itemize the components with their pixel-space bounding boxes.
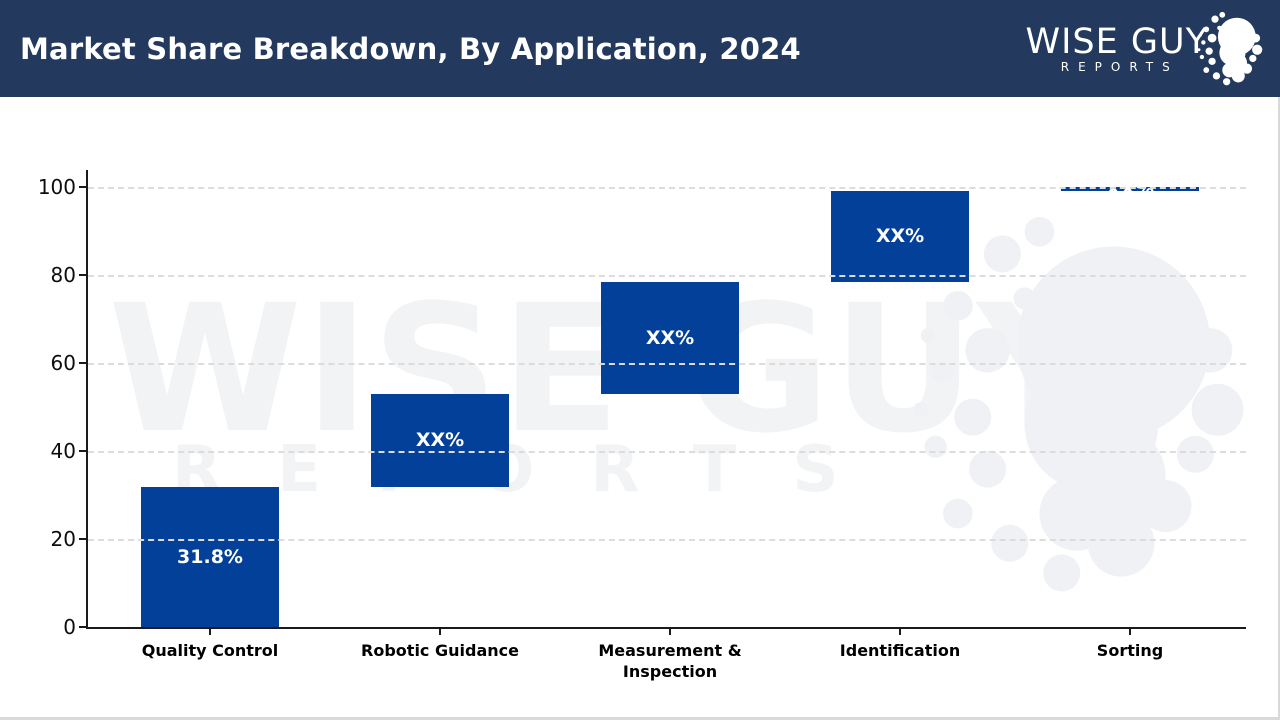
gridline-60 xyxy=(88,363,1246,365)
bar-4: XX% xyxy=(831,191,969,282)
bar-value-label: XX% xyxy=(1106,187,1154,191)
x-tick-mark xyxy=(209,629,211,635)
bar-value-label: XX% xyxy=(645,326,695,349)
y-tick-mark xyxy=(79,538,86,540)
gridline-80 xyxy=(88,275,1246,277)
y-axis-line xyxy=(86,170,88,629)
page-bottom-border xyxy=(0,717,1280,720)
y-tick-label: 80 xyxy=(50,263,76,287)
y-tick-label: 40 xyxy=(50,439,76,463)
gridline-40 xyxy=(88,451,1246,453)
x-category-label: Identification xyxy=(839,641,961,660)
brand-logo: WISE GUY REPORTS xyxy=(1025,8,1270,90)
bar-5: XX% xyxy=(1061,187,1199,192)
bar-value-label: XX% xyxy=(875,225,925,248)
x-category-label: Measurement & Inspection xyxy=(598,641,742,681)
app-header: Market Share Breakdown, By Application, … xyxy=(0,0,1280,97)
y-tick-mark xyxy=(79,450,86,452)
y-tick-mark xyxy=(79,362,86,364)
y-tick-label: 60 xyxy=(50,351,76,375)
x-axis-line xyxy=(86,627,1246,629)
x-category-label: Robotic Guidance xyxy=(361,641,519,660)
brand-logo-text: WISE GUY REPORTS xyxy=(1025,21,1208,75)
page-right-border xyxy=(1278,97,1280,720)
page-title: Market Share Breakdown, By Application, … xyxy=(20,31,801,66)
brand-subname: REPORTS xyxy=(1060,60,1179,75)
bar-1: 31.8% xyxy=(141,487,279,627)
gridline-20 xyxy=(88,539,1246,541)
bar-value-label: 31.8% xyxy=(177,546,243,569)
brand-name: WISE GUY xyxy=(1025,21,1208,62)
x-tick-mark xyxy=(899,629,901,635)
y-tick-mark xyxy=(79,626,86,628)
y-tick-label: 0 xyxy=(63,615,76,639)
x-category-label: Sorting xyxy=(1096,641,1164,660)
gridline-100 xyxy=(88,187,1246,189)
bar-3: XX% xyxy=(601,281,739,394)
y-tick-label: 20 xyxy=(50,527,76,551)
chart-plot-area: 0 20 40 60 80 100 31.8% Quality Control XX% Robot… xyxy=(0,97,1280,717)
y-tick-mark xyxy=(79,274,86,276)
bar-value-label: XX% xyxy=(415,429,465,452)
y-tick-mark xyxy=(79,186,86,188)
watermark-head-icon xyxy=(913,216,1244,592)
y-tick-label: 100 xyxy=(37,175,76,199)
x-tick-mark xyxy=(669,629,671,635)
bar-2: XX% xyxy=(371,393,509,488)
x-tick-mark xyxy=(439,629,441,635)
x-tick-mark xyxy=(1129,629,1131,635)
x-category-label: Quality Control xyxy=(141,641,279,660)
